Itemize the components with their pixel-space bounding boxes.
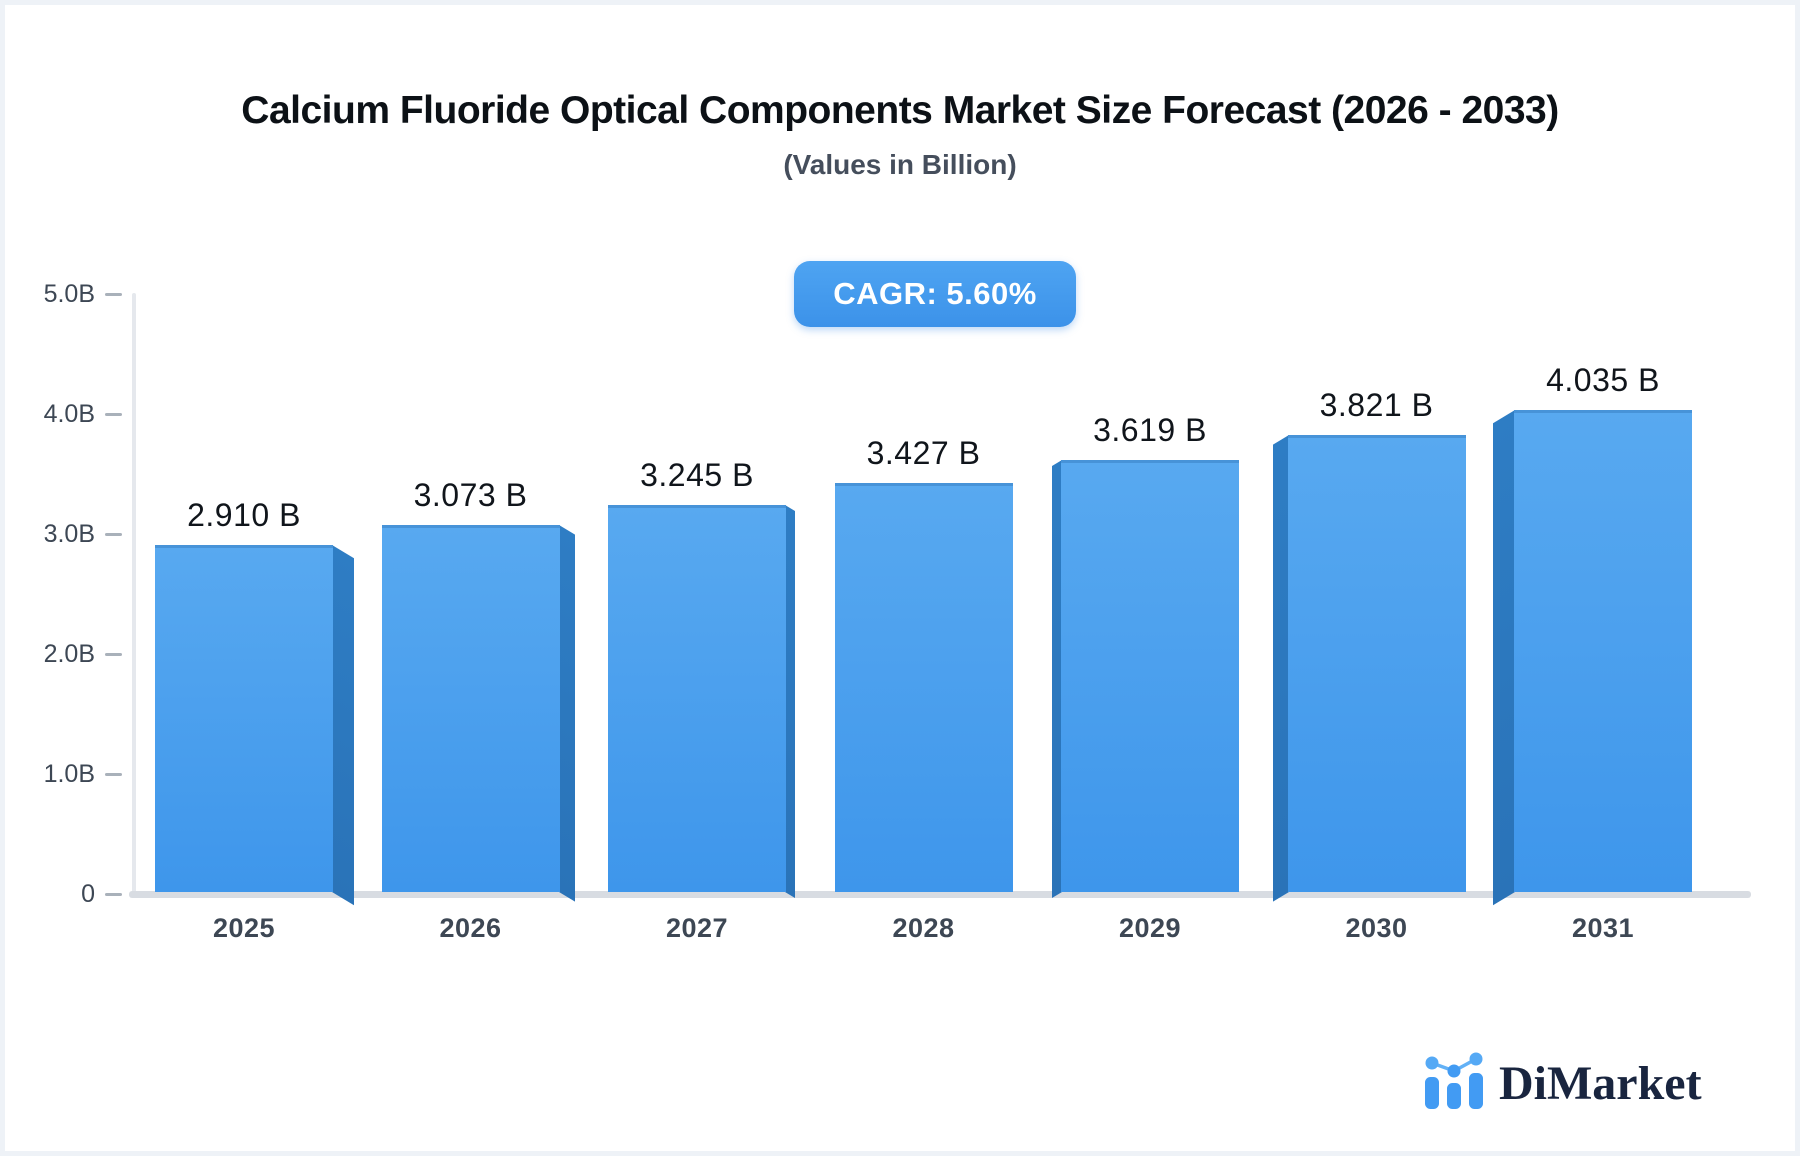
y-tick-label: 0 (81, 880, 95, 908)
y-axis-line (132, 293, 136, 894)
bar-value-label: 4.035 B (1546, 362, 1660, 398)
y-tick-label: 3.0B (43, 520, 95, 548)
y-tick-mark (105, 893, 122, 896)
y-tick-label: 5.0B (43, 280, 95, 308)
bar-chart-trend-icon (1421, 1049, 1485, 1118)
x-axis-baseline (129, 891, 1751, 898)
bar-value-label: 3.821 B (1319, 387, 1434, 423)
brand-logo[interactable]: DiMarket (1421, 1049, 1702, 1118)
bar-2025[interactable] (155, 545, 333, 892)
y-tick-mark (105, 413, 122, 416)
bar-value-label: 3.427 B (866, 435, 981, 471)
y-tick-label: 4.0B (43, 400, 95, 428)
x-axis-label-2031: 2031 (1571, 913, 1635, 943)
x-axis-label-2030: 2030 (1345, 913, 1408, 943)
x-axis-label-2026: 2026 (439, 913, 502, 943)
plot-area: 0 1.0B 2.0B 3.0B 4.0B 5.0B 2.910 B 2025 3.073 B 2… (5, 5, 1795, 1151)
bar-3d-side-2031[interactable] (1493, 410, 1515, 906)
bar-2027[interactable] (608, 505, 786, 892)
x-axis-label-2027: 2027 (665, 913, 729, 943)
chart-title: Calcium Fluoride Optical Components Mark… (241, 89, 1559, 132)
bar-2029[interactable] (1061, 460, 1239, 892)
bar-2031[interactable] (1514, 410, 1692, 892)
bar-value-label: 2.910 B (187, 497, 301, 533)
bar-3d-side-2030[interactable] (1273, 435, 1289, 902)
chart-subtitle: (Values in Billion) (783, 149, 1017, 180)
bar-2026[interactable] (382, 525, 560, 892)
brand-name: DiMarket (1499, 1056, 1702, 1110)
bar-3d-side-2025[interactable] (332, 545, 354, 906)
bar-3d-side-2026[interactable] (559, 525, 575, 902)
y-tick-mark (105, 533, 122, 536)
y-tick-mark (105, 293, 122, 296)
x-axis-label-2028: 2028 (892, 913, 955, 943)
bar-value-label: 3.245 B (640, 457, 754, 493)
y-tick-label: 1.0B (43, 760, 95, 788)
x-axis-label-2025: 2025 (212, 913, 276, 943)
bar-value-label: 3.073 B (413, 477, 528, 513)
bar-3d-side-2027[interactable] (785, 505, 795, 899)
cagr-badge: CAGR: 5.60% (794, 261, 1076, 327)
y-tick-mark (105, 653, 122, 656)
bar-2030[interactable] (1288, 435, 1466, 892)
x-axis-label-2029: 2029 (1118, 913, 1182, 943)
y-tick-mark (105, 773, 122, 776)
bar-2028[interactable] (835, 483, 1013, 892)
y-tick-label: 2.0B (43, 640, 95, 668)
bar-value-label: 3.619 B (1093, 412, 1207, 448)
